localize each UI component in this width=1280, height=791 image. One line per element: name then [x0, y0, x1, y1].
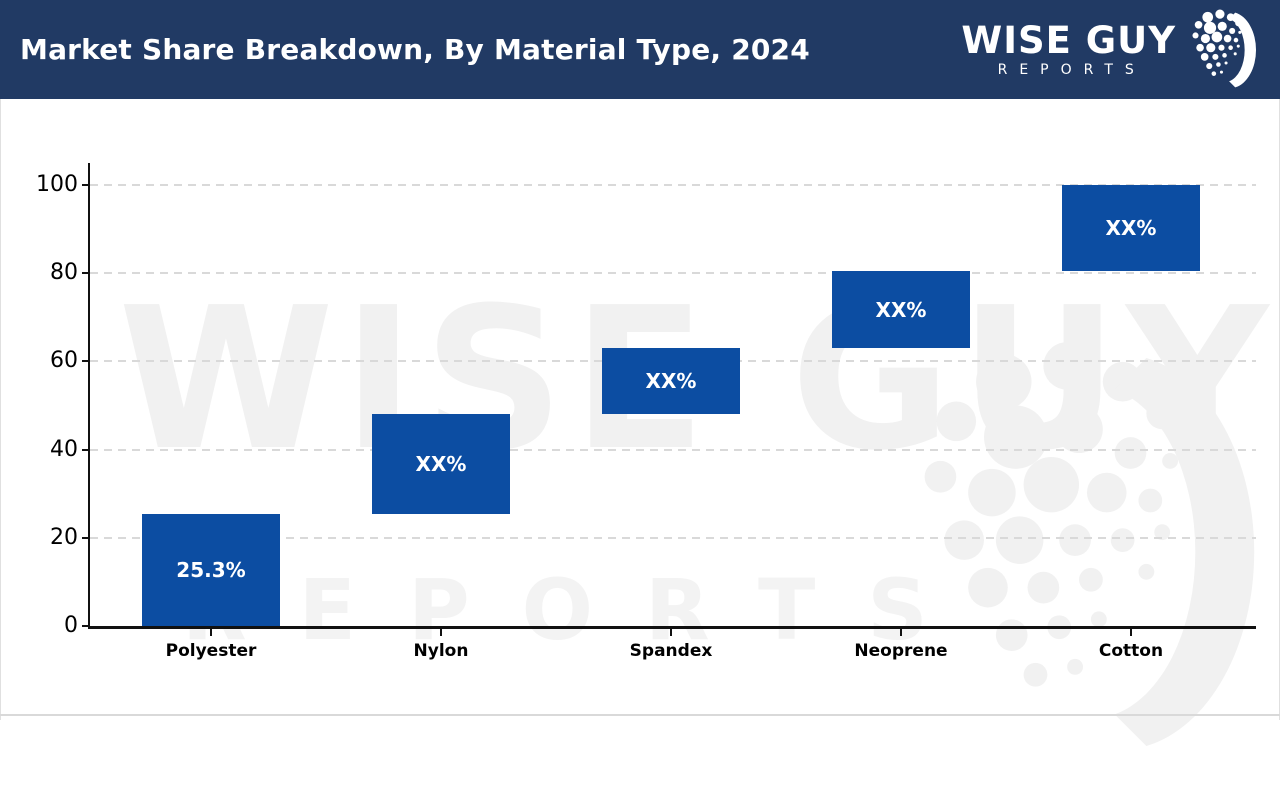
y-tick-20	[82, 536, 90, 539]
y-tick-label-40: 40	[50, 436, 78, 462]
y-tick-80	[82, 272, 90, 275]
y-tick-label-20: 20	[50, 524, 78, 550]
bar-value-label: 25.3%	[176, 558, 246, 583]
dotted-head-icon	[1192, 9, 1257, 88]
brand-logo: WISE GUY REPORTS	[961, 8, 1266, 92]
category-label-spandex: Spandex	[629, 641, 713, 661]
y-tick-label-80: 80	[50, 260, 78, 286]
y-tick-label-60: 60	[50, 348, 78, 374]
bar-nylon: XX%	[372, 414, 510, 515]
category-label-nylon: Nylon	[413, 641, 469, 661]
bar-value-label: XX%	[645, 369, 697, 394]
gridline-40	[90, 448, 1256, 451]
x-tick-spandex	[670, 629, 672, 636]
bottom-divider	[0, 714, 1280, 716]
brand-subname: REPORTS	[997, 61, 1146, 78]
category-label-neoprene: Neoprene	[854, 641, 948, 661]
gridline-100	[90, 184, 1256, 186]
plot-layer: 0 20 40 60 80 100 25.3% Polyester XX% Nylon XX% Spa…	[36, 162, 1256, 661]
category-label-cotton: Cotton	[1098, 641, 1164, 661]
bar-value-label: XX%	[875, 297, 927, 322]
category-label-polyester: Polyester	[165, 641, 257, 661]
y-tick-0	[82, 625, 90, 627]
page-title: Market Share Breakdown, By Material Type…	[20, 33, 810, 66]
bar-value-label: XX%	[1105, 215, 1157, 240]
brand-logo-text: WISE GUY REPORTS	[961, 19, 1176, 78]
bar-value-label: XX%	[415, 452, 467, 477]
y-tick-60	[82, 360, 90, 363]
gridline-80	[90, 272, 1256, 275]
bar-cotton: XX%	[1062, 185, 1200, 271]
x-tick-neoprene	[900, 629, 902, 636]
bar-polyester: 25.3%	[142, 514, 280, 626]
bar-neoprene: XX%	[832, 270, 970, 349]
x-tick-nylon	[440, 629, 442, 636]
gridline-20	[90, 536, 1256, 539]
bar-spandex: XX%	[602, 348, 740, 415]
y-tick-label-0: 0	[64, 613, 78, 638]
y-tick-40	[82, 448, 90, 451]
y-tick-100	[82, 184, 90, 186]
x-tick-cotton	[1130, 629, 1132, 636]
header-bar: Market Share Breakdown, By Material Type…	[0, 0, 1280, 99]
y-axis	[88, 162, 90, 629]
x-tick-polyester	[210, 629, 212, 636]
y-tick-label-100: 100	[36, 172, 78, 197]
x-axis	[88, 626, 1256, 629]
brand-name: WISE GUY	[961, 19, 1176, 63]
